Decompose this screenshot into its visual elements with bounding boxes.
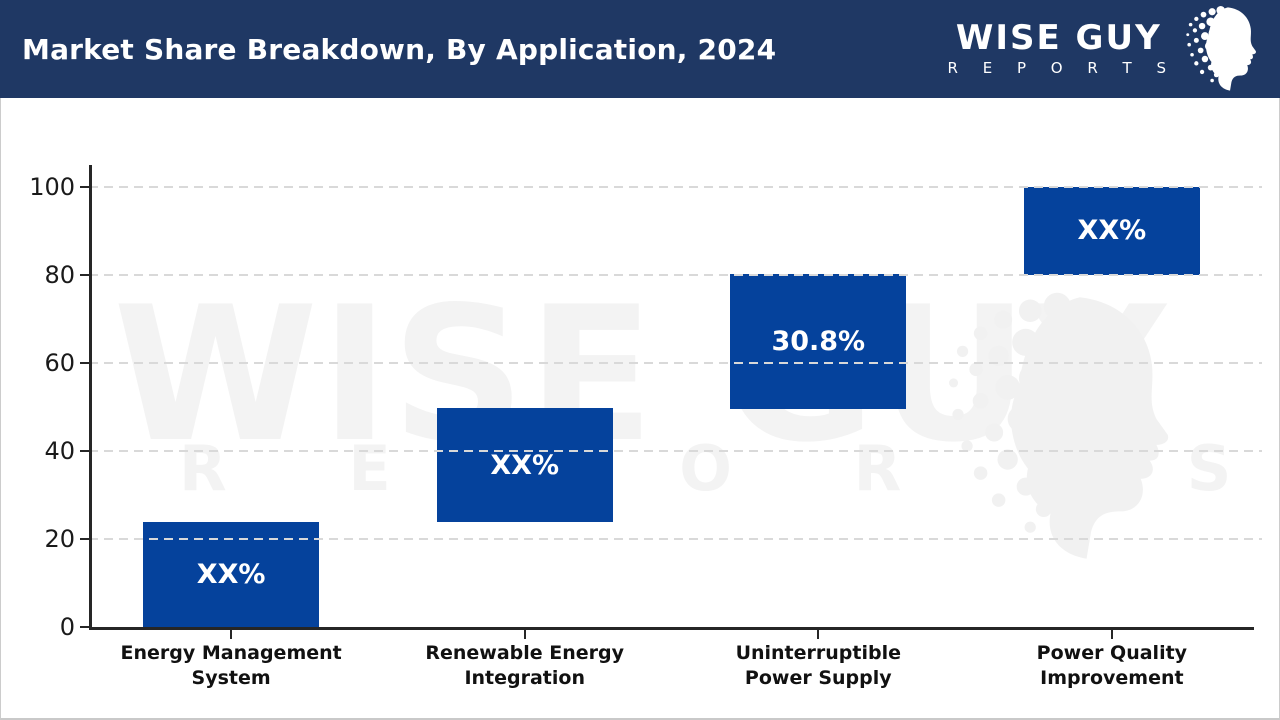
y-axis-tick <box>80 186 89 188</box>
gridline <box>89 450 1262 452</box>
y-axis-tick <box>80 274 89 276</box>
x-axis-category-label: Energy Management System <box>120 642 342 689</box>
chart-area: WISE GUY R E P O R T S XX% XX% 30.8% XX% 0 20… <box>0 98 1280 720</box>
y-axis-tick-label: 40 <box>44 437 75 465</box>
y-axis-tick-label: 80 <box>44 261 75 289</box>
y-axis-tick-label: 60 <box>44 349 75 377</box>
y-axis-tick-label: 100 <box>29 173 75 201</box>
y-axis-tick-label: 0 <box>59 613 75 641</box>
brand-logo-text: WISE GUY R E P O R T S <box>942 21 1176 77</box>
gridline <box>89 274 1262 276</box>
gridline <box>89 538 1262 540</box>
x-axis-tick <box>1110 630 1113 639</box>
brand-logo: WISE GUY R E P O R T S <box>942 6 1262 92</box>
brand-subtitle: R E P O R T S <box>947 59 1176 77</box>
x-axis-category-label: Uninterruptible Power Supply <box>735 642 901 689</box>
y-axis-line <box>89 165 92 630</box>
brand-face-icon <box>1186 6 1256 91</box>
header: Market Share Breakdown, By Application, … <box>0 0 1280 98</box>
gridline <box>89 186 1262 188</box>
x-axis-tick <box>230 630 233 639</box>
x-axis-tick <box>523 630 526 639</box>
bar-value-label: XX% <box>490 449 560 481</box>
gridline <box>89 362 1262 364</box>
y-axis-tick-label: 20 <box>44 525 75 553</box>
bar-value-label: XX% <box>1077 215 1147 247</box>
bar-value-label: 30.8% <box>771 325 866 357</box>
bar-segment: XX% <box>1023 187 1200 275</box>
y-axis-tick <box>80 538 89 540</box>
y-axis-tick <box>80 362 89 364</box>
bar-value-label: XX% <box>196 558 266 590</box>
x-axis-category-label: Renewable Energy Integration <box>425 642 625 689</box>
x-axis-line <box>89 627 1254 630</box>
x-axis-category-label: Power Quality Improvement <box>1036 642 1188 689</box>
bar-segment: XX% <box>436 408 613 522</box>
bar-segment: 30.8% <box>730 273 907 410</box>
page-title: Market Share Breakdown, By Application, … <box>22 32 777 66</box>
x-axis-tick <box>817 630 820 639</box>
y-axis-tick <box>80 626 89 628</box>
plot: XX% XX% 30.8% XX% 0 20 40 60 80 100 Energy Managem… <box>1 98 1279 718</box>
y-axis-tick <box>80 450 89 452</box>
brand-name: WISE GUY <box>955 18 1162 58</box>
